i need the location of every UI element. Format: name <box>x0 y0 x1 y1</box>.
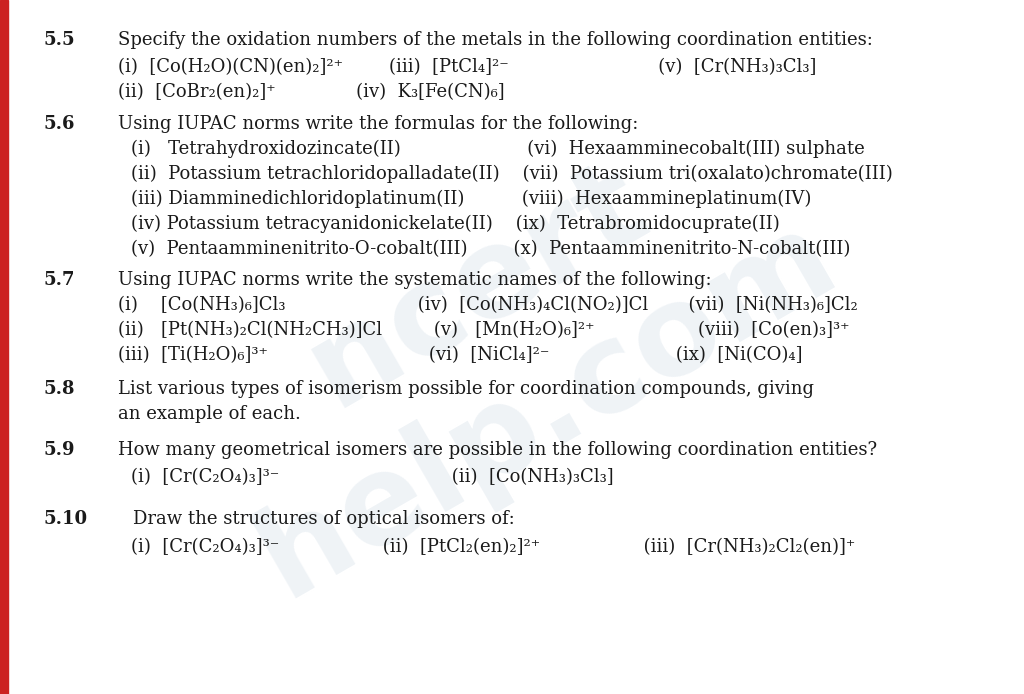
Text: (i)   Tetrahydroxidozincate(II)                      (vi)  Hexaamminecobalt(III): (i) Tetrahydroxidozincate(II) (vi) Hexaa… <box>131 140 865 158</box>
Text: Draw the structures of optical isomers of:: Draw the structures of optical isomers o… <box>133 510 515 528</box>
Text: (ii)   [Pt(NH₃)₂Cl(NH₂CH₃)]Cl         (v)   [Mn(H₂O)₆]²⁺                  (viii): (ii) [Pt(NH₃)₂Cl(NH₂CH₃)]Cl (v) [Mn(H₂O)… <box>118 321 849 339</box>
Text: 5.9: 5.9 <box>43 441 75 459</box>
Text: How many geometrical isomers are possible in the following coordination entities: How many geometrical isomers are possibl… <box>118 441 877 459</box>
Text: 5.8: 5.8 <box>43 380 75 398</box>
Bar <box>0 0 8 694</box>
Text: (i)    [Co(NH₃)₆]Cl₃                       (iv)  [Co(NH₃)₄Cl(NO₂)]Cl       (vii): (i) [Co(NH₃)₆]Cl₃ (iv) [Co(NH₃)₄Cl(NO₂)]… <box>118 296 857 314</box>
Text: 5.10: 5.10 <box>43 510 87 528</box>
Text: (i)  [Co(H₂O)(CN)(en)₂]²⁺        (iii)  [PtCl₄]²⁻                          (v)  : (i) [Co(H₂O)(CN)(en)₂]²⁺ (iii) [PtCl₄]²⁻… <box>118 58 816 76</box>
Text: Using IUPAC norms write the formulas for the following:: Using IUPAC norms write the formulas for… <box>118 115 638 133</box>
Text: 5.5: 5.5 <box>43 31 75 49</box>
Text: ncert
help.com: ncert help.com <box>168 73 856 621</box>
Text: (ii)  [CoBr₂(en)₂]⁺              (iv)  K₃[Fe(CN)₆]: (ii) [CoBr₂(en)₂]⁺ (iv) K₃[Fe(CN)₆] <box>118 83 505 101</box>
Text: (i)  [Cr(C₂O₄)₃]³⁻                              (ii)  [Co(NH₃)₃Cl₃]: (i) [Cr(C₂O₄)₃]³⁻ (ii) [Co(NH₃)₃Cl₃] <box>131 468 613 486</box>
Text: (i)  [Cr(C₂O₄)₃]³⁻                  (ii)  [PtCl₂(en)₂]²⁺                  (iii) : (i) [Cr(C₂O₄)₃]³⁻ (ii) [PtCl₂(en)₂]²⁺ (i… <box>131 538 855 556</box>
Text: (ii)  Potassium tetrachloridopalladate(II)    (vii)  Potassium tri(oxalato)chrom: (ii) Potassium tetrachloridopalladate(II… <box>131 165 893 183</box>
Text: List various types of isomerism possible for coordination compounds, giving: List various types of isomerism possible… <box>118 380 814 398</box>
Text: an example of each.: an example of each. <box>118 405 301 423</box>
Text: 5.7: 5.7 <box>43 271 75 289</box>
Text: (iii)  [Ti(H₂O)₆]³⁺                            (vi)  [NiCl₄]²⁻                  : (iii) [Ti(H₂O)₆]³⁺ (vi) [NiCl₄]²⁻ <box>118 346 802 364</box>
Text: Using IUPAC norms write the systematic names of the following:: Using IUPAC norms write the systematic n… <box>118 271 712 289</box>
Text: Specify the oxidation numbers of the metals in the following coordination entiti: Specify the oxidation numbers of the met… <box>118 31 872 49</box>
Text: (iv) Potassium tetracyanidonickelate(II)    (ix)  Tetrabromidocuprate(II): (iv) Potassium tetracyanidonickelate(II)… <box>131 215 780 233</box>
Text: (v)  Pentaamminenitrito-O-cobalt(III)        (x)  Pentaamminenitrito-N-cobalt(II: (v) Pentaamminenitrito-O-cobalt(III) (x)… <box>131 240 851 258</box>
Text: 5.6: 5.6 <box>43 115 75 133</box>
Text: (iii) Diamminedichloridoplatinum(II)          (viii)  Hexaammineplatinum(IV): (iii) Diamminedichloridoplatinum(II) (vi… <box>131 190 811 208</box>
